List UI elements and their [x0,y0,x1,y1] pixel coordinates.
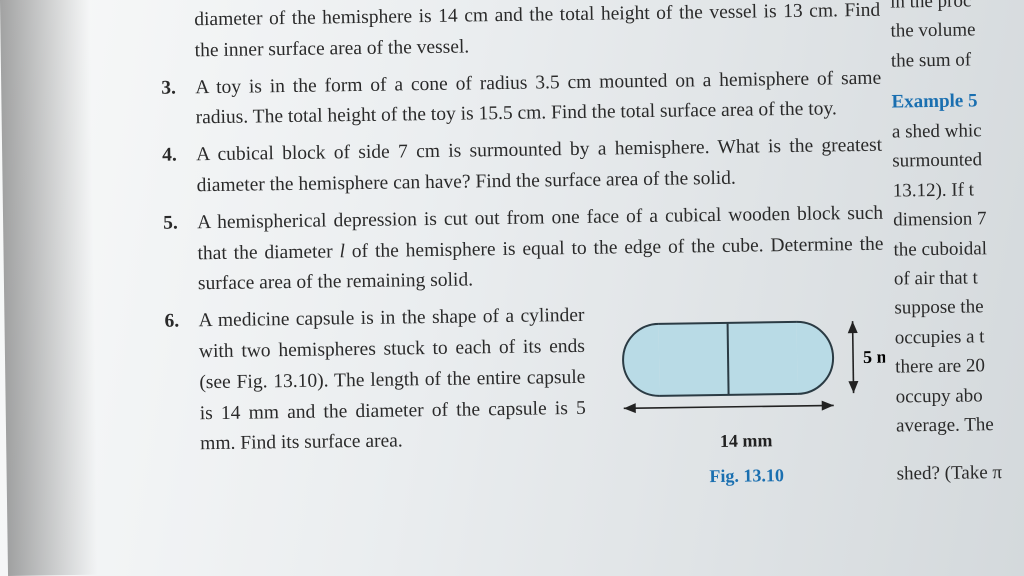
side-line: there are 20 [895,350,1024,382]
side-line: the sum of [891,44,1024,76]
page: diameter of the hemisphere is 14 cm and … [0,0,1024,576]
question-3: 3. A toy is in the form of a cone of rad… [161,63,882,135]
binding-shadow [0,0,98,576]
question-text: A toy is in the form of a cone of radius… [195,63,882,134]
figure-13-10: 5 mm 14 mm Fig. 13.10 [604,297,887,492]
question-number: 5. [163,208,198,301]
side-line: dimension 7 [893,203,1024,235]
question-number: 6. [164,306,201,497]
side-column-cutoff: in the proc the volume the sum of Exampl… [890,0,1024,489]
side-line: the volume [890,14,1024,46]
question-number: 4. [162,140,197,202]
question-text: A cubical block of side 7 cm is surmount… [196,131,883,202]
width-label: 14 mm [606,425,886,457]
side-line: occupy abo [895,379,1024,411]
capsule-diagram: 5 mm [604,303,886,437]
question-6: 6. A medicine capsule is in the shape of… [164,297,887,498]
side-line: surmounted [892,144,1024,176]
side-line: average. The [896,409,1024,441]
example-5-heading: Example 5 [891,85,1024,117]
main-column: diameter of the hemisphere is 14 cm and … [160,0,887,504]
question-number: 3. [161,73,196,135]
spacer [896,438,1024,459]
question-6-body: A medicine capsule is in the shape of a … [198,297,887,497]
question-5: 5. A hemispherical depression is cut out… [163,198,884,300]
question-text: A hemispherical depression is cut out fr… [197,198,884,300]
side-line: occupies a t [895,321,1024,353]
question-text: A medicine capsule is in the shape of a … [198,301,587,497]
side-line: 13.12). If t [893,173,1024,205]
side-line: shed? (Take π [896,456,1024,488]
side-line: a shed whic [892,115,1024,147]
question-text: diameter of the hemisphere is 14 cm and … [194,0,881,67]
side-line: suppose the [894,291,1024,323]
spacer [160,5,195,67]
height-label: 5 mm [863,347,886,368]
figure-caption: Fig. 13.10 [607,459,887,491]
question-4: 4. A cubical block of side 7 cm is surmo… [162,131,883,203]
side-line: the cuboidal [893,232,1024,264]
side-line: of air that t [894,262,1024,294]
question-2-fragment: diameter of the hemisphere is 14 cm and … [160,0,881,67]
